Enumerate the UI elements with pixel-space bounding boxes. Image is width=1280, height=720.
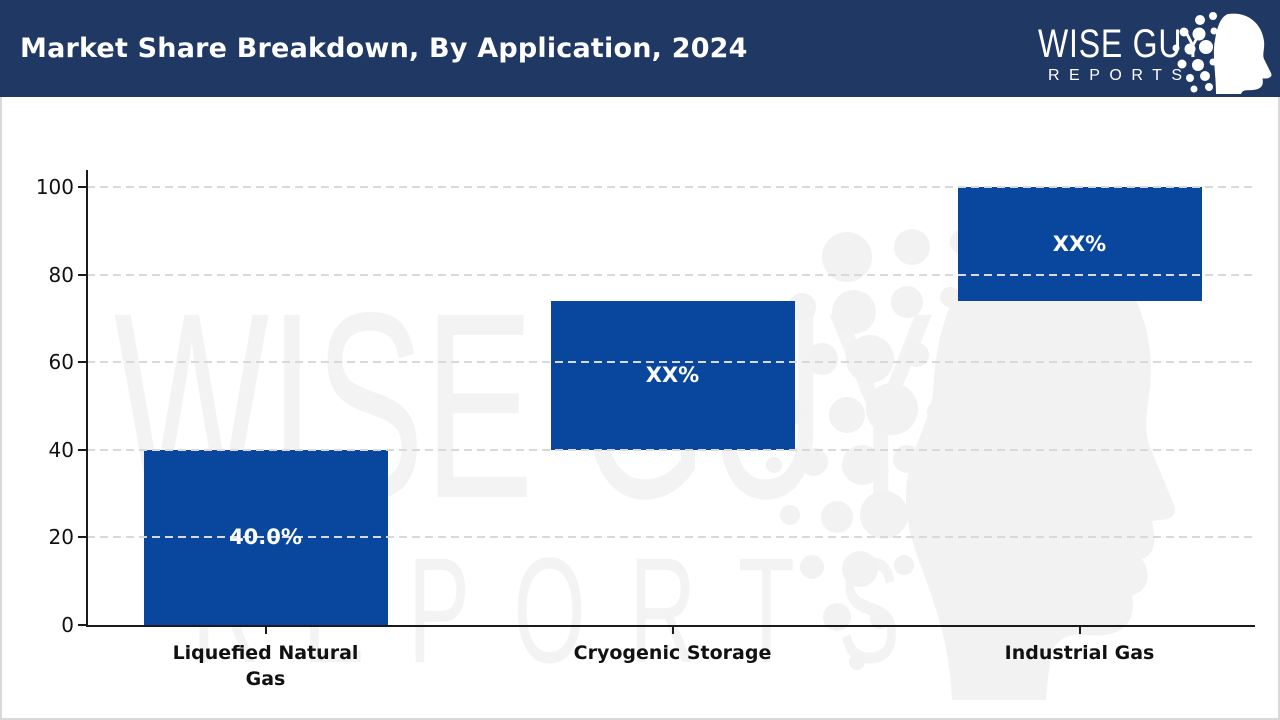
x-axis-line (86, 625, 1255, 627)
chart-canvas: WISE GUY REPORTS 40.0% XX% XX% 0 20 40 60 80 100… (0, 97, 1280, 720)
bar-value-label: XX% (645, 363, 700, 388)
wiseguy-logo: WISE GUY REPORTS (1004, 4, 1274, 95)
gridline-20 (87, 536, 1255, 539)
x-tick-2 (671, 627, 674, 634)
x-tick-1 (264, 627, 267, 634)
gridline-80 (87, 273, 1255, 276)
plot-area: 40.0% XX% XX% 0 20 40 60 80 100 Liquefied Natural… (2, 97, 1278, 716)
header: Market Share Breakdown, By Application, … (0, 0, 1280, 97)
y-tick-label-60: 60 (48, 350, 74, 375)
gridline-100 (87, 186, 1255, 188)
watermark-face-icon (766, 229, 1176, 700)
bar-value-label: XX% (1052, 231, 1107, 256)
y-tick-label-100: 100 (35, 175, 74, 199)
y-tick-60 (78, 361, 86, 364)
logo-wordmark: WISE GUY (1038, 21, 1204, 66)
bar-value-label: 40.0% (229, 525, 302, 550)
x-category-label: Liquefied Natural Gas (172, 642, 359, 690)
y-tick-label-0: 0 (61, 613, 74, 637)
x-category-label: Industrial Gas (1004, 642, 1155, 664)
gridline-60 (87, 361, 1255, 364)
logo-face-icon (1172, 12, 1272, 95)
bar-3 (957, 187, 1202, 301)
logo-graphic: WISE GUY REPORTS (1038, 12, 1272, 95)
y-tick-100 (78, 186, 86, 188)
bar-2 (550, 300, 795, 450)
gridline-40 (87, 448, 1255, 451)
y-tick-label-40: 40 (48, 437, 74, 462)
y-tick-label-80: 80 (48, 262, 74, 287)
logo-subtext: REPORTS (1048, 67, 1192, 84)
x-tick-3 (1078, 627, 1081, 634)
page-title: Market Share Breakdown, By Application, … (20, 33, 748, 64)
y-tick-20 (78, 536, 86, 539)
y-axis-line (86, 170, 88, 627)
y-tick-0 (78, 624, 86, 626)
y-tick-40 (78, 448, 86, 451)
y-tick-label-20: 20 (48, 525, 74, 550)
y-tick-80 (78, 273, 86, 276)
watermark: WISE GUY REPORTS (114, 229, 1176, 700)
x-category-label: Cryogenic Storage (573, 642, 772, 664)
